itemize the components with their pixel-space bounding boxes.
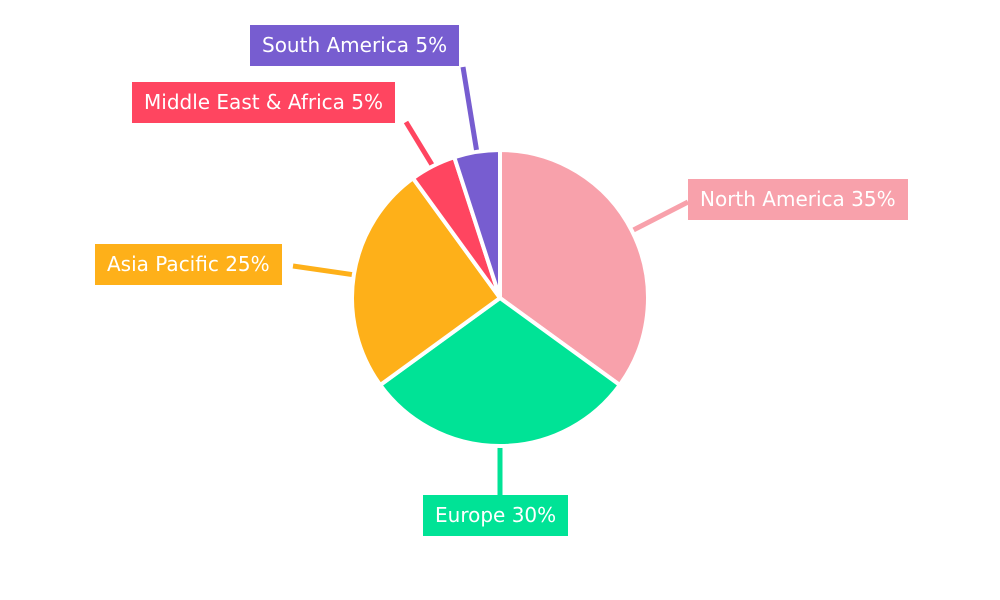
pie-slice-asia-pacific xyxy=(350,176,502,387)
slice-label-middle-east-africa: Middle East & Africa 5% xyxy=(132,82,396,123)
leader-line-asia-pacific xyxy=(292,263,355,278)
pie-slice-europe xyxy=(378,296,622,448)
pie-slice-south-america xyxy=(452,148,502,300)
slice-label-north-america: North America 35% xyxy=(688,179,908,220)
slice-label-south-america: South America 5% xyxy=(250,25,460,66)
leader-line-north-america xyxy=(630,199,690,234)
slice-label-europe: Europe 30% xyxy=(423,495,569,536)
pie-slice-north-america xyxy=(498,148,650,387)
leader-line-south-america xyxy=(460,66,480,153)
slice-label-asia-pacific: Asia Pacific 25% xyxy=(95,244,282,285)
leader-line-middle-east-africa xyxy=(403,120,435,168)
